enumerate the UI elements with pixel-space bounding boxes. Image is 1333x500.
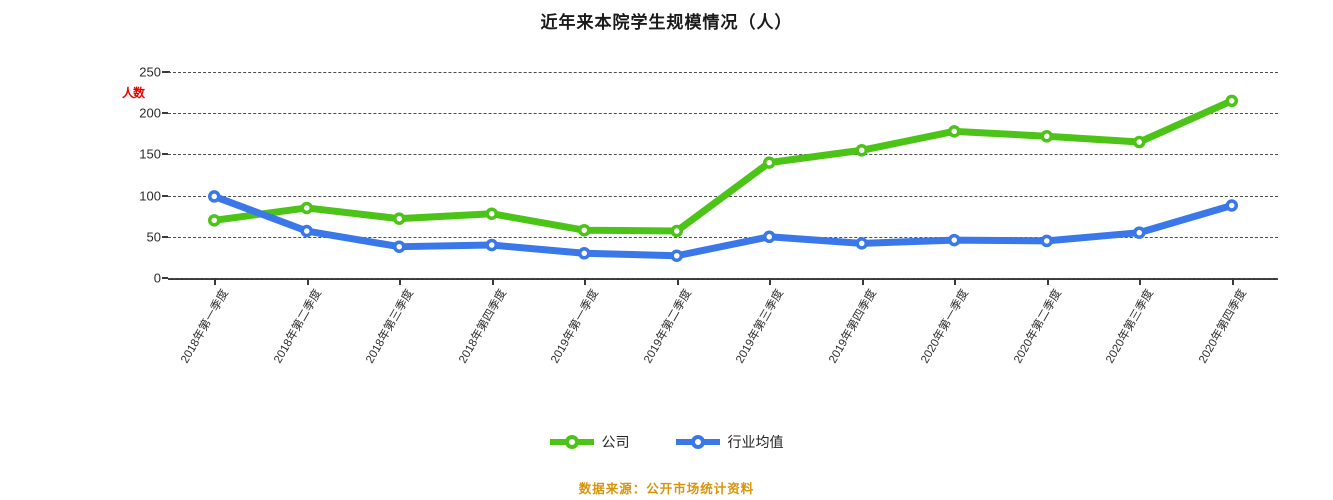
x-tick-mark xyxy=(584,278,587,285)
gridline-0 xyxy=(168,278,1278,279)
x-tick-mark xyxy=(1139,278,1142,285)
legend-label: 公司 xyxy=(601,434,630,450)
y-tick-label-0: 0 xyxy=(153,270,161,286)
x-tick-mark xyxy=(214,278,217,285)
x-tick-label: 2019年第二季度 xyxy=(641,287,694,366)
y-tick-mark-100 xyxy=(162,194,168,197)
legend-label: 行业均值 xyxy=(727,434,784,450)
legend-item-1[interactable]: 行业均值 xyxy=(675,432,784,452)
chart-legend: 公司 行业均值 xyxy=(0,432,1333,452)
circle-marker-green xyxy=(549,435,594,449)
y-axis-annotation: 人数 xyxy=(122,86,145,100)
x-tick-mark xyxy=(954,278,957,285)
circle-marker-blue xyxy=(675,435,720,449)
y-tick-label-50: 50 xyxy=(146,229,161,245)
x-tick-mark xyxy=(769,278,772,285)
y-tick-mark-150 xyxy=(162,153,168,156)
y-tick-label-150: 150 xyxy=(139,146,161,162)
x-tick-label: 2020年第三季度 xyxy=(1104,287,1157,366)
x-tick-label: 2019年第一季度 xyxy=(549,287,602,366)
x-tick-mark xyxy=(861,278,864,285)
x-tick-mark xyxy=(1231,278,1234,285)
x-tick-label: 2020年第四季度 xyxy=(1196,287,1249,366)
y-tick-mark-50 xyxy=(162,235,168,238)
x-tick-mark xyxy=(676,278,679,285)
plot-area xyxy=(168,72,1278,279)
y-tick-label-100: 100 xyxy=(139,188,161,204)
y-tick-mark-0 xyxy=(162,277,168,279)
x-tick-label: 2020年第一季度 xyxy=(919,287,972,366)
x-tick-mark xyxy=(399,278,402,285)
footer-note: 数据来源：公开市场统计资料 xyxy=(578,482,755,496)
plot-background xyxy=(168,72,1278,278)
x-tick-label: 2018年第二季度 xyxy=(271,287,324,366)
gridline-50 xyxy=(168,236,1278,238)
x-axis-line xyxy=(168,278,1278,280)
x-tick-mark xyxy=(306,278,309,285)
x-tick-label: 2019年第四季度 xyxy=(826,287,879,366)
chart-title: 近年来本院学生规模情况（人） xyxy=(540,13,793,32)
y-tick-label-200: 200 xyxy=(139,105,161,121)
x-tick-mark xyxy=(491,278,494,285)
x-tick-label: 2019年第三季度 xyxy=(734,287,787,366)
x-tick-label: 2018年第四季度 xyxy=(456,287,509,366)
x-tick-label: 2018年第三季度 xyxy=(364,287,417,366)
x-tick-mark xyxy=(1046,278,1049,285)
gridline-100 xyxy=(168,195,1278,197)
legend-item-0[interactable]: 公司 xyxy=(549,432,630,452)
gridline-150 xyxy=(168,154,1278,156)
y-tick-label-250: 250 xyxy=(139,64,161,80)
gridline-250 xyxy=(168,72,1278,73)
gridline-200 xyxy=(168,113,1278,115)
x-tick-label: 2018年第一季度 xyxy=(179,287,232,366)
y-tick-mark-250 xyxy=(162,71,168,73)
x-tick-label: 2020年第二季度 xyxy=(1011,287,1064,366)
y-tick-mark-200 xyxy=(162,112,168,115)
